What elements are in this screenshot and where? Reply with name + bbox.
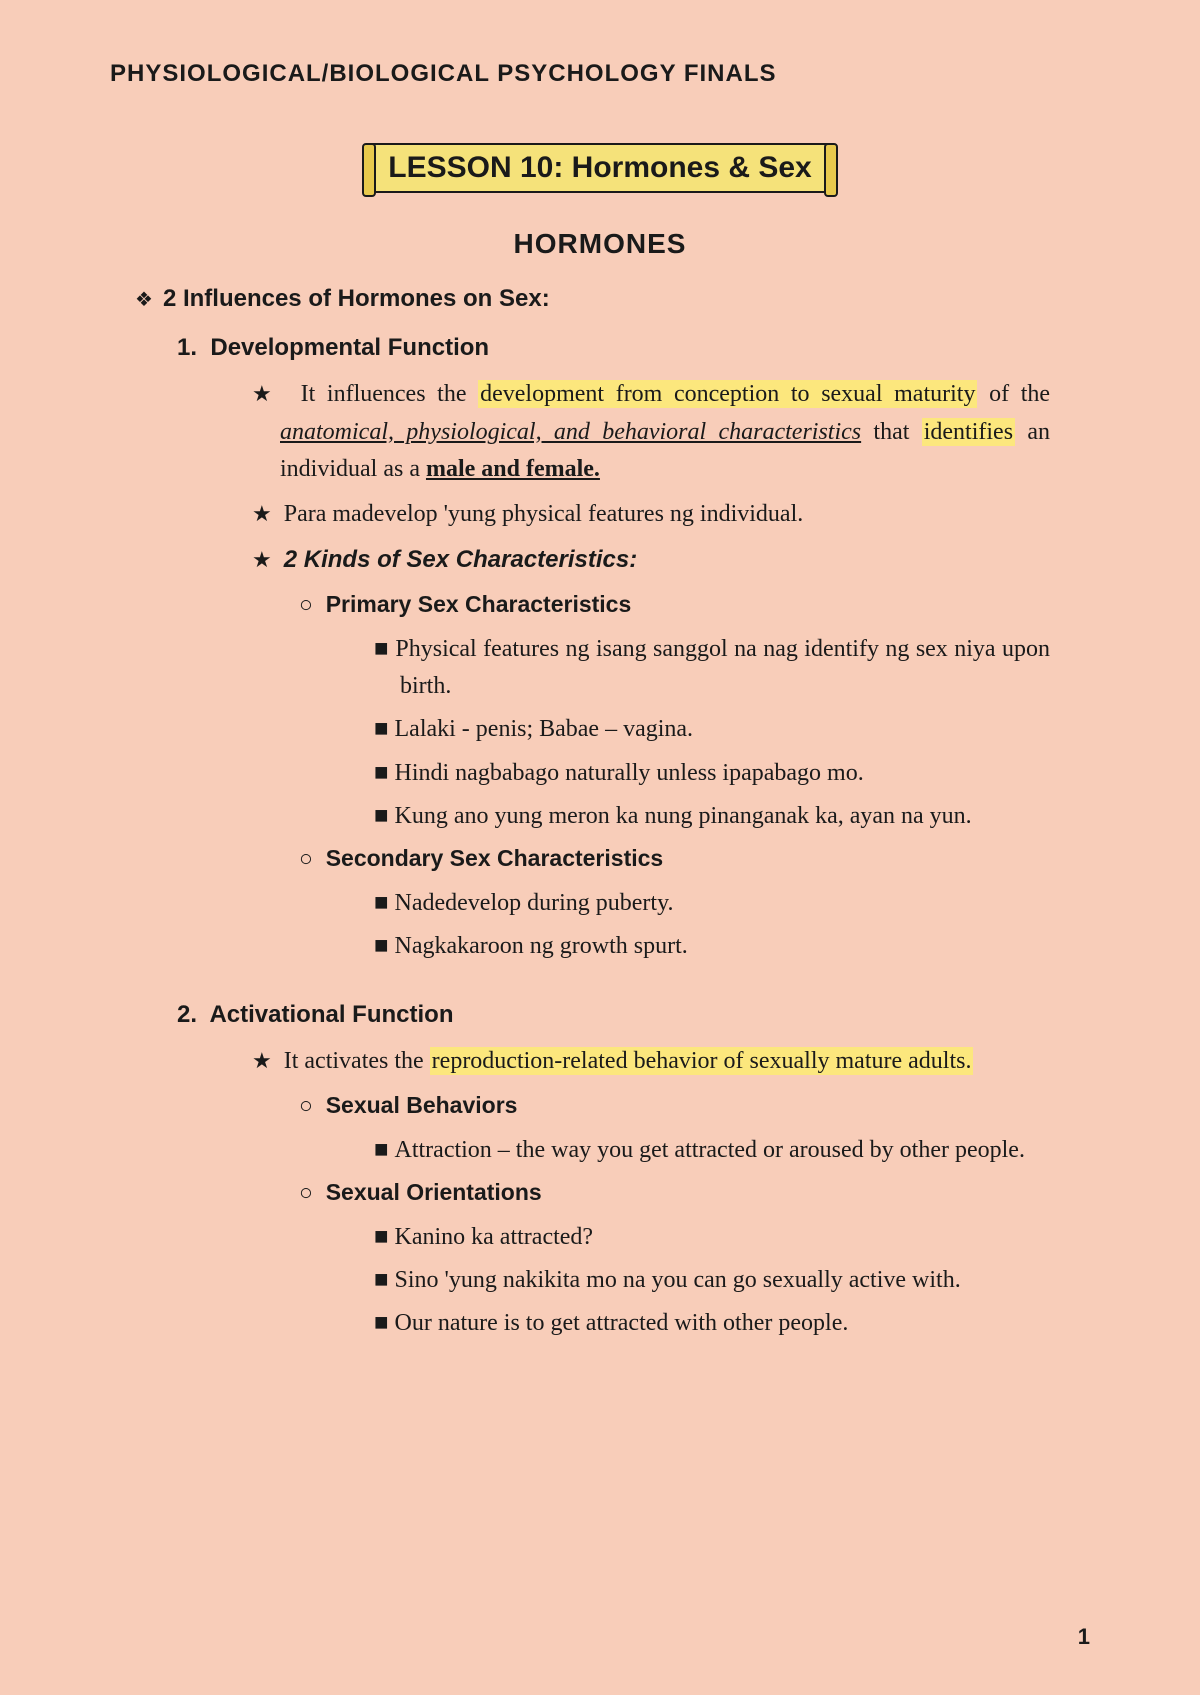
square-icon: ■ xyxy=(374,803,389,829)
dev-line1-hl1: development from conception to sexual ma… xyxy=(478,380,977,408)
dev-line2-text: Para madevelop 'yung physical features n… xyxy=(284,501,804,527)
act-line1-pre: It activates the xyxy=(284,1048,430,1074)
dev-title: Developmental Function xyxy=(210,334,489,361)
primary-item-1-text: Lalaki - penis; Babae – vagina. xyxy=(395,716,694,742)
behaviors-heading: ○ Sexual Behaviors xyxy=(110,1088,1090,1124)
orientations-item-2-text: Our nature is to get attracted with othe… xyxy=(395,1310,849,1336)
behaviors-item-0-text: Attraction – the way you get attracted o… xyxy=(395,1137,1025,1163)
primary-title: Primary Sex Characteristics xyxy=(326,591,632,617)
orientations-item-0-text: Kanino ka attracted? xyxy=(395,1224,594,1250)
secondary-item-1-text: Nagkakaroon ng growth spurt. xyxy=(395,933,688,959)
primary-item-3-text: Kung ano yung meron ka nung pinanganak k… xyxy=(395,803,972,829)
dev-line1-pre: It influences the xyxy=(301,381,478,407)
primary-item-2: ■ Hindi nagbabago naturally unless ipapa… xyxy=(110,755,1090,792)
primary-item-1: ■ Lalaki - penis; Babae – vagina. xyxy=(110,711,1090,748)
section-title: HORMONES xyxy=(110,228,1090,260)
primary-item-0-text: Physical features ng isang sanggol na na… xyxy=(395,636,1050,699)
square-icon: ■ xyxy=(374,1310,389,1336)
page-header: PHYSIOLOGICAL/BIOLOGICAL PSYCHOLOGY FINA… xyxy=(110,60,1090,88)
secondary-item-0-text: Nadedevelop during puberty. xyxy=(395,890,674,916)
behaviors-item-0: ■ Attraction – the way you get attracted… xyxy=(110,1132,1090,1169)
secondary-item-0: ■ Nadedevelop during puberty. xyxy=(110,885,1090,922)
square-icon: ■ xyxy=(374,1137,389,1163)
dev-num: 1. xyxy=(177,334,197,361)
dev-line1-ul: anatomical, physiological, and behaviora… xyxy=(280,419,861,445)
influences-heading: 2 Influences of Hormones on Sex: xyxy=(163,280,550,317)
primary-item-0: ■ Physical features ng isang sanggol na … xyxy=(110,631,1090,705)
orientations-item-1-text: Sino 'yung nakikita mo na you can go sex… xyxy=(395,1267,961,1293)
square-icon: ■ xyxy=(374,760,389,786)
orientations-item-2: ■ Our nature is to get attracted with ot… xyxy=(110,1305,1090,1342)
circle-icon: ○ xyxy=(299,591,313,617)
behaviors-title: Sexual Behaviors xyxy=(326,1092,518,1118)
lesson-title-banner: LESSON 10: Hormones & Sex xyxy=(368,143,831,193)
star-icon: ★ xyxy=(252,1048,272,1073)
secondary-title: Secondary Sex Characteristics xyxy=(326,845,664,871)
circle-icon: ○ xyxy=(299,1179,313,1205)
dev-line1-bold: male and female. xyxy=(426,456,600,482)
dev-line1-mid2: that xyxy=(861,419,922,445)
dev-line1-mid1: of the xyxy=(977,381,1050,407)
orientations-title: Sexual Orientations xyxy=(326,1179,542,1205)
orientations-heading: ○ Sexual Orientations xyxy=(110,1175,1090,1211)
circle-icon: ○ xyxy=(299,1092,313,1118)
square-icon: ■ xyxy=(374,1267,389,1293)
act-line1-hl: reproduction-related behavior of sexuall… xyxy=(430,1047,974,1075)
star-icon: ★ xyxy=(252,381,277,406)
dev-kinds-heading: ★ 2 Kinds of Sex Characteristics: xyxy=(110,541,1090,579)
orientations-item-0: ■ Kanino ka attracted? xyxy=(110,1219,1090,1256)
secondary-heading: ○ Secondary Sex Characteristics xyxy=(110,841,1090,877)
act-function-heading: 2. Activational Function xyxy=(110,996,1090,1033)
square-icon: ■ xyxy=(374,716,389,742)
dev-line1-hl2: identifies xyxy=(922,418,1015,446)
dev-line1: ★ It influences the development from con… xyxy=(110,376,1090,488)
dev-line2: ★ Para madevelop 'yung physical features… xyxy=(110,496,1090,533)
orientations-item-1: ■ Sino 'yung nakikita mo na you can go s… xyxy=(110,1262,1090,1299)
act-line1: ★ It activates the reproduction-related … xyxy=(110,1043,1090,1080)
act-num: 2. xyxy=(177,1001,197,1028)
influences-heading-row: ❖ 2 Influences of Hormones on Sex: xyxy=(110,280,1090,317)
square-icon: ■ xyxy=(374,1224,389,1250)
star-icon: ★ xyxy=(252,547,272,572)
dev-function-heading: 1. Developmental Function xyxy=(110,329,1090,366)
diamond-icon: ❖ xyxy=(135,285,153,316)
content-body: ❖ 2 Influences of Hormones on Sex: 1. De… xyxy=(110,280,1090,1342)
secondary-item-1: ■ Nagkakaroon ng growth spurt. xyxy=(110,928,1090,965)
circle-icon: ○ xyxy=(299,845,313,871)
star-icon: ★ xyxy=(252,501,272,526)
square-icon: ■ xyxy=(374,636,389,662)
primary-heading: ○ Primary Sex Characteristics xyxy=(110,587,1090,623)
dev-kinds-heading-text: 2 Kinds of Sex Characteristics: xyxy=(284,546,637,573)
square-icon: ■ xyxy=(374,890,389,916)
page-number: 1 xyxy=(1078,1624,1090,1650)
act-title: Activational Function xyxy=(209,1001,453,1028)
primary-item-3: ■ Kung ano yung meron ka nung pinanganak… xyxy=(110,798,1090,835)
square-icon: ■ xyxy=(374,933,389,959)
primary-item-2-text: Hindi nagbabago naturally unless ipapaba… xyxy=(395,760,864,786)
